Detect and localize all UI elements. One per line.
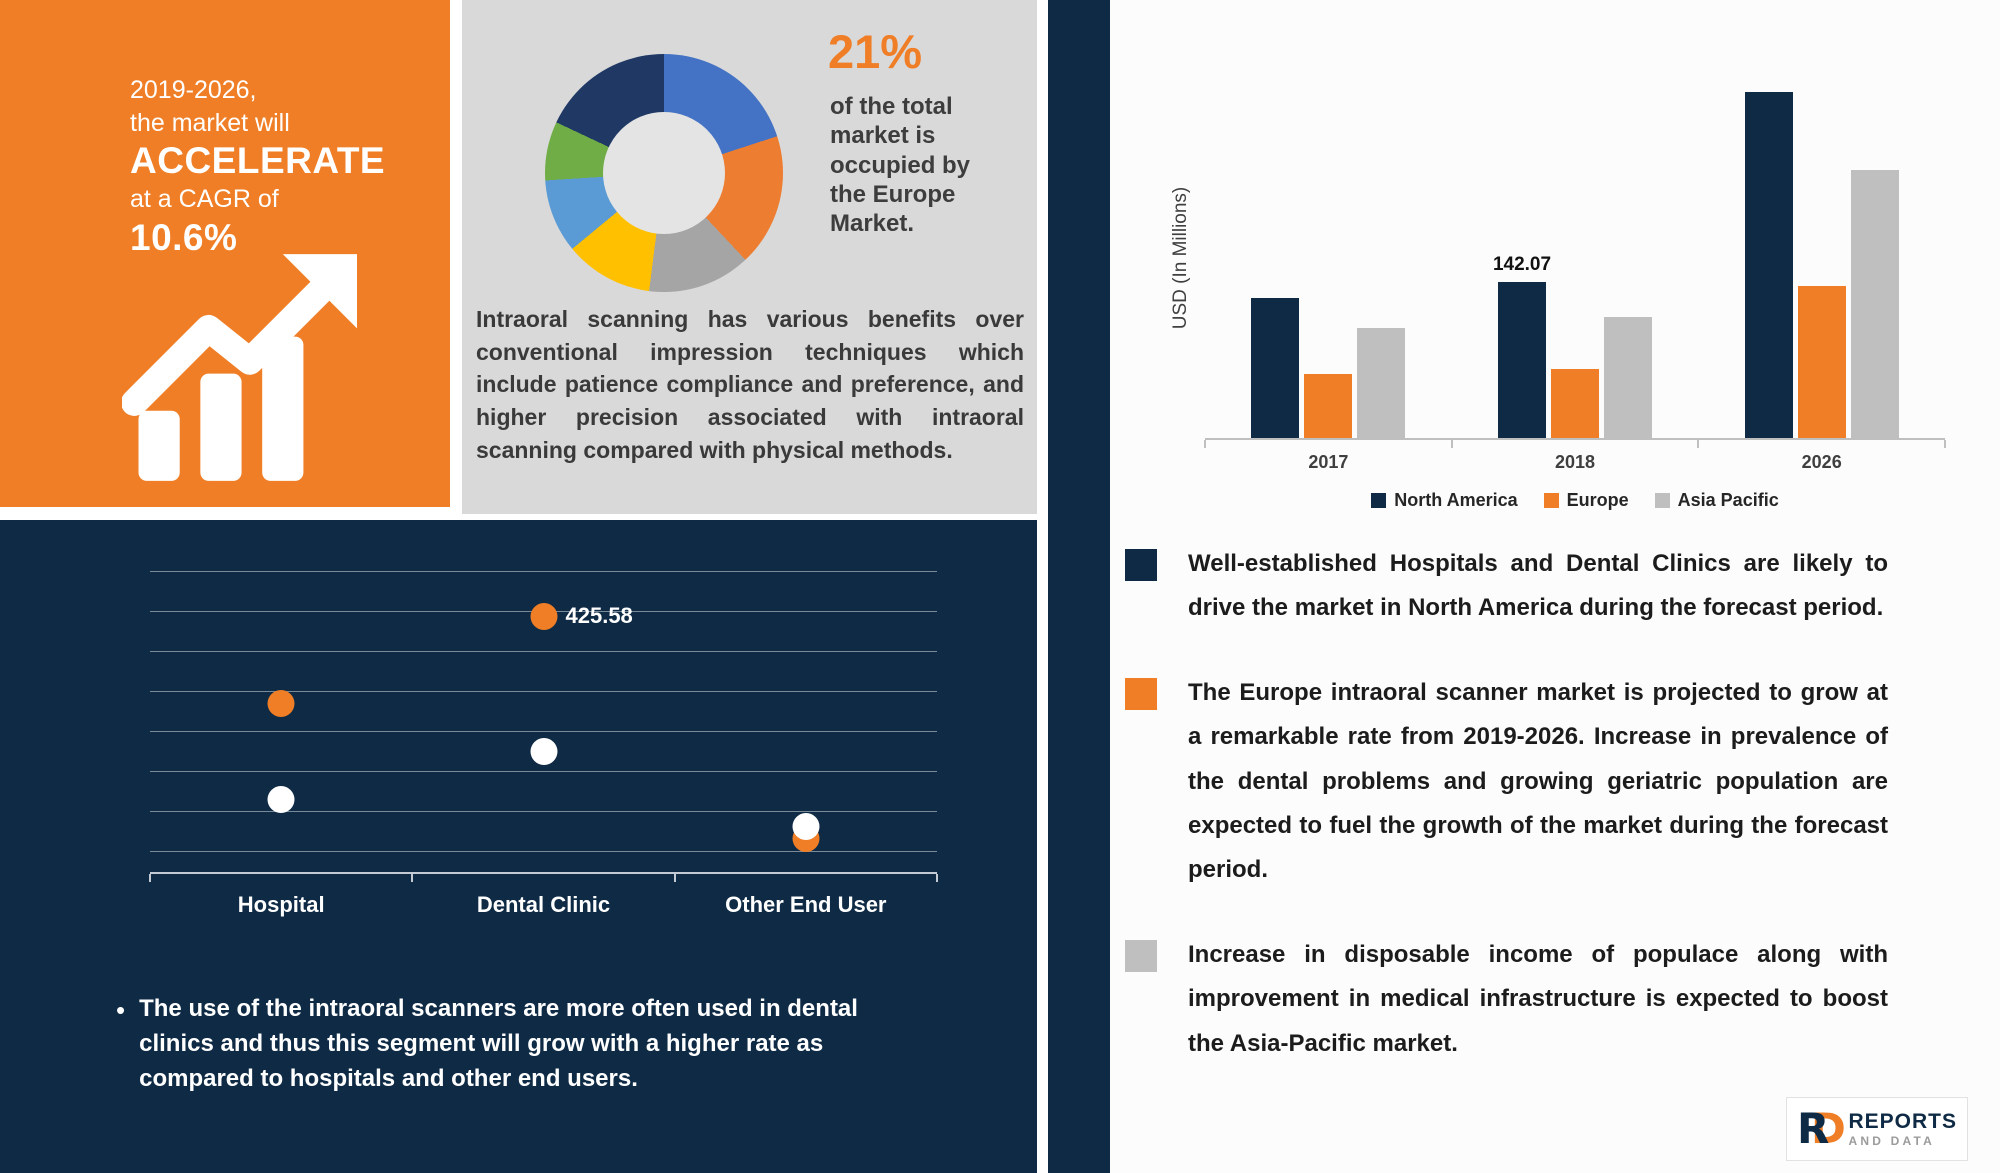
- bar-2017-north-america: [1251, 298, 1300, 438]
- bar-chart-y-axis-label: USD (In Millions): [1170, 186, 1191, 330]
- dot-hospital-white: [267, 786, 295, 813]
- legend-item-north-america: North America: [1371, 490, 1518, 511]
- bar-chart-categories: 2017 2018 2026: [1205, 452, 1945, 473]
- legend-label-asia-pacific: Asia Pacific: [1677, 490, 1779, 510]
- dot-plot-axis-tick: [411, 874, 414, 882]
- bar-2026-north-america: [1744, 91, 1793, 438]
- logo-letter-d: D: [1811, 1104, 1846, 1153]
- legend-label-north-america: North America: [1394, 490, 1518, 510]
- intro-paragraph: Intraoral scanning has various benefits …: [476, 306, 1024, 463]
- end-user-insight: • The use of the intraoral scanners are …: [116, 992, 916, 1096]
- dot-plot-gridline: [150, 691, 937, 692]
- donut-chart: [545, 54, 783, 292]
- insight-list: Well-established Hospitals and Dental Cl…: [1110, 542, 2000, 1106]
- bar-axis-tick: [1697, 440, 1700, 448]
- cagr-line-years: 2019-2026,: [130, 76, 257, 104]
- bar-category-2017: 2017: [1308, 452, 1349, 472]
- bar-category-2018: 2018: [1554, 452, 1596, 472]
- bar-axis-tick: [1944, 440, 1946, 448]
- bar-2026-europe: [1797, 286, 1846, 438]
- bar-value-label: 142.07: [1492, 253, 1552, 275]
- insight-text-1: Well-established Hospitals and Dental Cl…: [1188, 550, 1888, 622]
- market-overview-panel: 21% of the total market is occupied by t…: [462, 0, 1037, 514]
- reports-and-data-logo: D R REPORTS AND DATA: [1786, 1097, 1968, 1161]
- bar-2017-europe: [1304, 374, 1353, 438]
- growth-arrow-icon: [122, 254, 358, 481]
- bar-chart-plot: 142.07: [1204, 75, 1946, 448]
- bar-axis-tick: [1450, 440, 1453, 448]
- legend-swatch-north-america: [1371, 493, 1387, 508]
- end-user-insight-text: The use of the intraoral scanners are mo…: [139, 995, 858, 1092]
- divider-stripe: [1048, 0, 1110, 1173]
- regional-panel: USD (In Millions) 142.07 2017 2018 2026 No…: [1110, 0, 2000, 1173]
- logo-text: REPORTS AND DATA: [1848, 1110, 1957, 1148]
- dot-hospital-orange: [267, 690, 295, 717]
- dot-plot-value-label: 425.58: [565, 602, 633, 628]
- logo-brand-top: REPORTS: [1848, 1110, 1957, 1133]
- bar-group-2026: [1698, 75, 1945, 438]
- dot-plot-category-other-end-user: Other End User: [725, 892, 887, 917]
- cagr-value: 10.6%: [130, 216, 238, 258]
- logo-brand-bottom: AND DATA: [1848, 1134, 1935, 1148]
- dot-plot-chart: 425.58: [149, 571, 938, 882]
- dot-plot-gridline: [150, 571, 937, 572]
- legend-swatch-asia-pacific: [1654, 493, 1670, 508]
- dot-dental-clinic-white: [530, 738, 557, 765]
- dot-plot-gridline: [150, 771, 937, 772]
- legend-item-asia-pacific: Asia Pacific: [1654, 490, 1779, 511]
- cagr-panel: 2019-2026, the market will ACCELERATE at…: [0, 0, 450, 507]
- insight-item-3: Increase in disposable income of populac…: [1110, 933, 2000, 1066]
- bar-2026-asia-pacific: [1850, 169, 1899, 438]
- dot-plot-gridline: [150, 731, 937, 732]
- dot-other-end-user-white: [792, 813, 820, 840]
- insight-marker: [1125, 677, 1157, 710]
- donut-hole: [603, 112, 725, 234]
- dot-plot-axis-tick: [149, 874, 151, 882]
- dot-plot-categories: Hospital Dental Clinic Other End User: [150, 892, 937, 918]
- dot-plot-gridline: [150, 811, 937, 812]
- dot-plot-category-dental-clinic: Dental Clinic: [476, 892, 611, 917]
- bar-group-2017: [1205, 75, 1452, 438]
- insight-text-3: Increase in disposable income of populac…: [1188, 940, 1888, 1057]
- bar-2018-europe: [1551, 368, 1599, 438]
- bar-2018-north-america: 142.07: [1493, 254, 1551, 438]
- insight-marker: [1125, 549, 1157, 581]
- insight-marker: [1125, 939, 1157, 972]
- cagr-headline: 2019-2026, the market will ACCELERATE at…: [130, 74, 385, 260]
- dot-plot-gridline: [150, 851, 937, 852]
- europe-share-caption: of the total market is occupied by the E…: [830, 93, 971, 238]
- insight-item-2: The Europe intraoral scanner market is p…: [1110, 671, 2000, 893]
- bar-2017-asia-pacific: [1357, 328, 1406, 438]
- bullet-marker: •: [116, 995, 126, 1025]
- bar-axis-tick: [1204, 440, 1206, 448]
- cagr-line-market: the market will: [130, 108, 290, 137]
- insight-item-1: Well-established Hospitals and Dental Cl…: [1110, 542, 2000, 631]
- legend-item-europe: Europe: [1543, 490, 1629, 511]
- logo-mark: D R: [1797, 1103, 1846, 1155]
- cagr-line-atcagr: at a CAGR of: [130, 185, 279, 214]
- dot-plot-category-hospital: Hospital: [237, 892, 325, 917]
- dot-plot-gridline: [150, 651, 937, 652]
- dot-plot-axis-tick: [936, 874, 938, 882]
- logo-letter-r: R: [1797, 1104, 1830, 1153]
- cagr-accelerate: ACCELERATE: [130, 140, 386, 181]
- bar-category-2026: 2026: [1801, 452, 1842, 472]
- legend-swatch-europe: [1543, 493, 1559, 508]
- dot-plot-axis-tick: [673, 874, 676, 882]
- bar-group-2018: 142.07: [1452, 75, 1699, 438]
- bar-2018-asia-pacific: [1604, 317, 1652, 438]
- end-user-panel: 425.58 Hospital Dental Clinic Other End Us…: [0, 520, 1037, 1173]
- legend-label-europe: Europe: [1566, 490, 1629, 510]
- europe-share-value: 21%: [828, 25, 923, 78]
- bar-chart-legend: North America Europe Asia Pacific: [1205, 490, 1945, 511]
- dot-dental-clinic-orange: [530, 602, 557, 630]
- insight-text-2: The Europe intraoral scanner market is p…: [1188, 678, 1888, 884]
